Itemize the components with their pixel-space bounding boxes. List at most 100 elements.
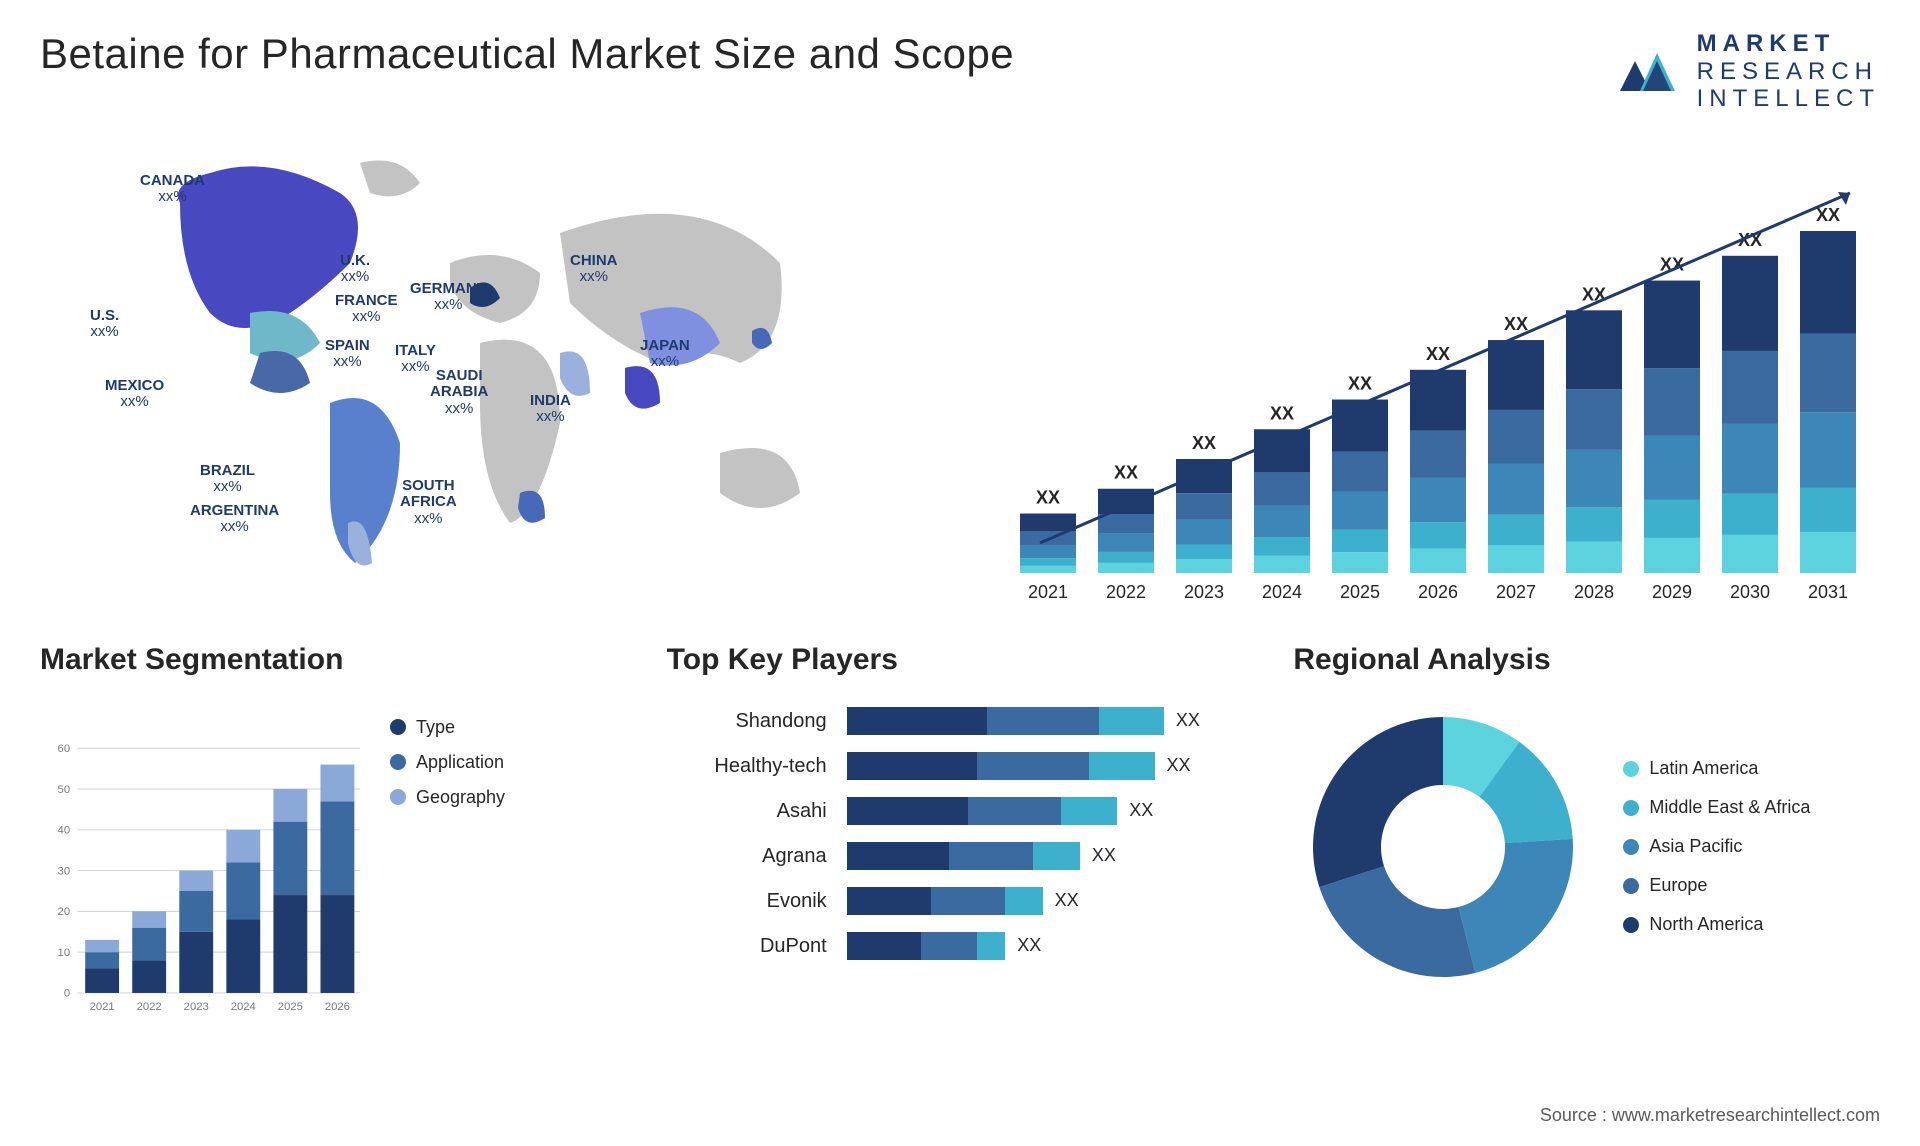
svg-text:2025: 2025 [278,1001,303,1013]
legend-dot [1623,839,1639,855]
map-label: INDIAxx% [530,393,571,426]
map-label: GERMANYxx% [410,281,487,314]
player-bar-seg [1099,707,1164,735]
svg-text:XX: XX [1816,205,1840,225]
world-map-svg [40,143,960,603]
source-text: Source : www.marketresearchintellect.com [1540,1105,1880,1126]
regional-legend: Latin America Middle East & Africa Asia Pa… [1623,758,1810,935]
svg-text:XX: XX [1426,344,1450,364]
svg-text:10: 10 [58,947,71,959]
legend-item: Middle East & Africa [1623,797,1810,818]
legend-label: North America [1649,914,1763,935]
player-bar [847,842,1080,870]
legend-item: North America [1623,914,1810,935]
player-bar-seg [977,932,1005,960]
player-row: XX [847,752,1254,780]
player-bar-seg [968,797,1061,825]
players-title: Top Key Players [667,643,1254,677]
donut-svg [1293,697,1593,997]
bottom-row: Market Segmentation 0102030405060 202120… [40,643,1880,1063]
player-bar-seg [847,842,950,870]
player-row: XX [847,707,1254,735]
svg-text:50: 50 [58,784,71,796]
logo-line1: MARKET [1697,30,1880,58]
svg-text:XX: XX [1114,463,1138,483]
regional-title: Regional Analysis [1293,643,1880,677]
logo-line2: RESEARCH [1697,58,1880,86]
svg-text:2028: 2028 [1574,582,1614,602]
header: Betaine for Pharmaceutical Market Size a… [40,30,1880,113]
legend-item: Asia Pacific [1623,836,1810,857]
player-row: XX [847,932,1254,960]
map-label: U.K.xx% [340,253,370,286]
legend-dot [390,789,406,805]
player-bar-seg [847,797,968,825]
svg-text:0: 0 [64,987,70,999]
legend-dot [390,754,406,770]
main-bar-chart: XX2021XX2022XX2023XX2024XX2025XX2026XX20… [1000,143,1880,603]
world-map: CANADAxx%U.S.xx%MEXICOxx%BRAZILxx%ARGENT… [40,143,960,603]
top-row: CANADAxx%U.S.xx%MEXICOxx%BRAZILxx%ARGENT… [40,143,1880,603]
map-label: CANADAxx% [140,173,205,206]
segmentation-chart: 0102030405060 202120222023202420252026 [40,697,360,1063]
player-value: XX [1055,890,1079,911]
svg-text:2022: 2022 [1106,582,1146,602]
player-value: XX [1092,845,1116,866]
player-value: XX [1167,755,1191,776]
svg-text:2021: 2021 [1028,582,1068,602]
segmentation-content: 0102030405060 202120222023202420252026 T… [40,697,627,1063]
legend-item: Geography [390,787,505,808]
svg-text:2023: 2023 [184,1001,209,1013]
player-bar [847,752,1155,780]
player-bar-seg [1033,842,1080,870]
svg-text:20: 20 [58,906,71,918]
player-label: Evonik [667,887,827,915]
map-label: SOUTHAFRICAxx% [400,478,457,528]
player-bar-seg [1005,887,1042,915]
player-label: Asahi [667,797,827,825]
svg-text:2025: 2025 [1340,582,1380,602]
map-label: ARGENTINAxx% [190,503,279,536]
player-label: Agrana [667,842,827,870]
svg-text:2026: 2026 [1418,582,1458,602]
player-bar-seg [847,932,922,960]
player-bar [847,887,1043,915]
player-bar [847,932,1006,960]
legend-dot [390,719,406,735]
player-bar-seg [931,887,1006,915]
svg-text:2029: 2029 [1652,582,1692,602]
legend-item: Latin America [1623,758,1810,779]
player-row: XX [847,797,1254,825]
players-bars: XX XX XX XX XX XX [847,707,1254,960]
legend-item: Type [390,717,505,738]
player-label: Healthy-tech [667,752,827,780]
player-bar-seg [921,932,977,960]
svg-text:60: 60 [58,743,71,755]
player-bar-seg [847,707,987,735]
legend-item: Application [390,752,505,773]
legend-label: Latin America [1649,758,1758,779]
svg-text:XX: XX [1036,487,1060,507]
players-panel: Top Key Players ShandongHealthy-techAsah… [667,643,1254,1063]
svg-text:40: 40 [58,824,71,836]
legend-label: Type [416,717,455,738]
regional-panel: Regional Analysis Latin America Middle Ea… [1293,643,1880,1063]
map-label: JAPANxx% [640,338,690,371]
players-labels: ShandongHealthy-techAsahiAgranaEvonikDuP… [667,707,827,960]
legend-label: Asia Pacific [1649,836,1742,857]
svg-text:2024: 2024 [1262,582,1302,602]
svg-text:2030: 2030 [1730,582,1770,602]
svg-text:XX: XX [1660,254,1684,274]
player-bar-seg [847,752,978,780]
player-value: XX [1017,935,1041,956]
legend-dot [1623,800,1639,816]
legend-dot [1623,878,1639,894]
svg-text:2021: 2021 [90,1001,115,1013]
player-row: XX [847,842,1254,870]
player-row: XX [847,887,1254,915]
map-label: FRANCExx% [335,293,398,326]
svg-text:30: 30 [58,865,71,877]
svg-text:2022: 2022 [137,1001,162,1013]
player-bar [847,797,1118,825]
map-label: BRAZILxx% [200,463,255,496]
